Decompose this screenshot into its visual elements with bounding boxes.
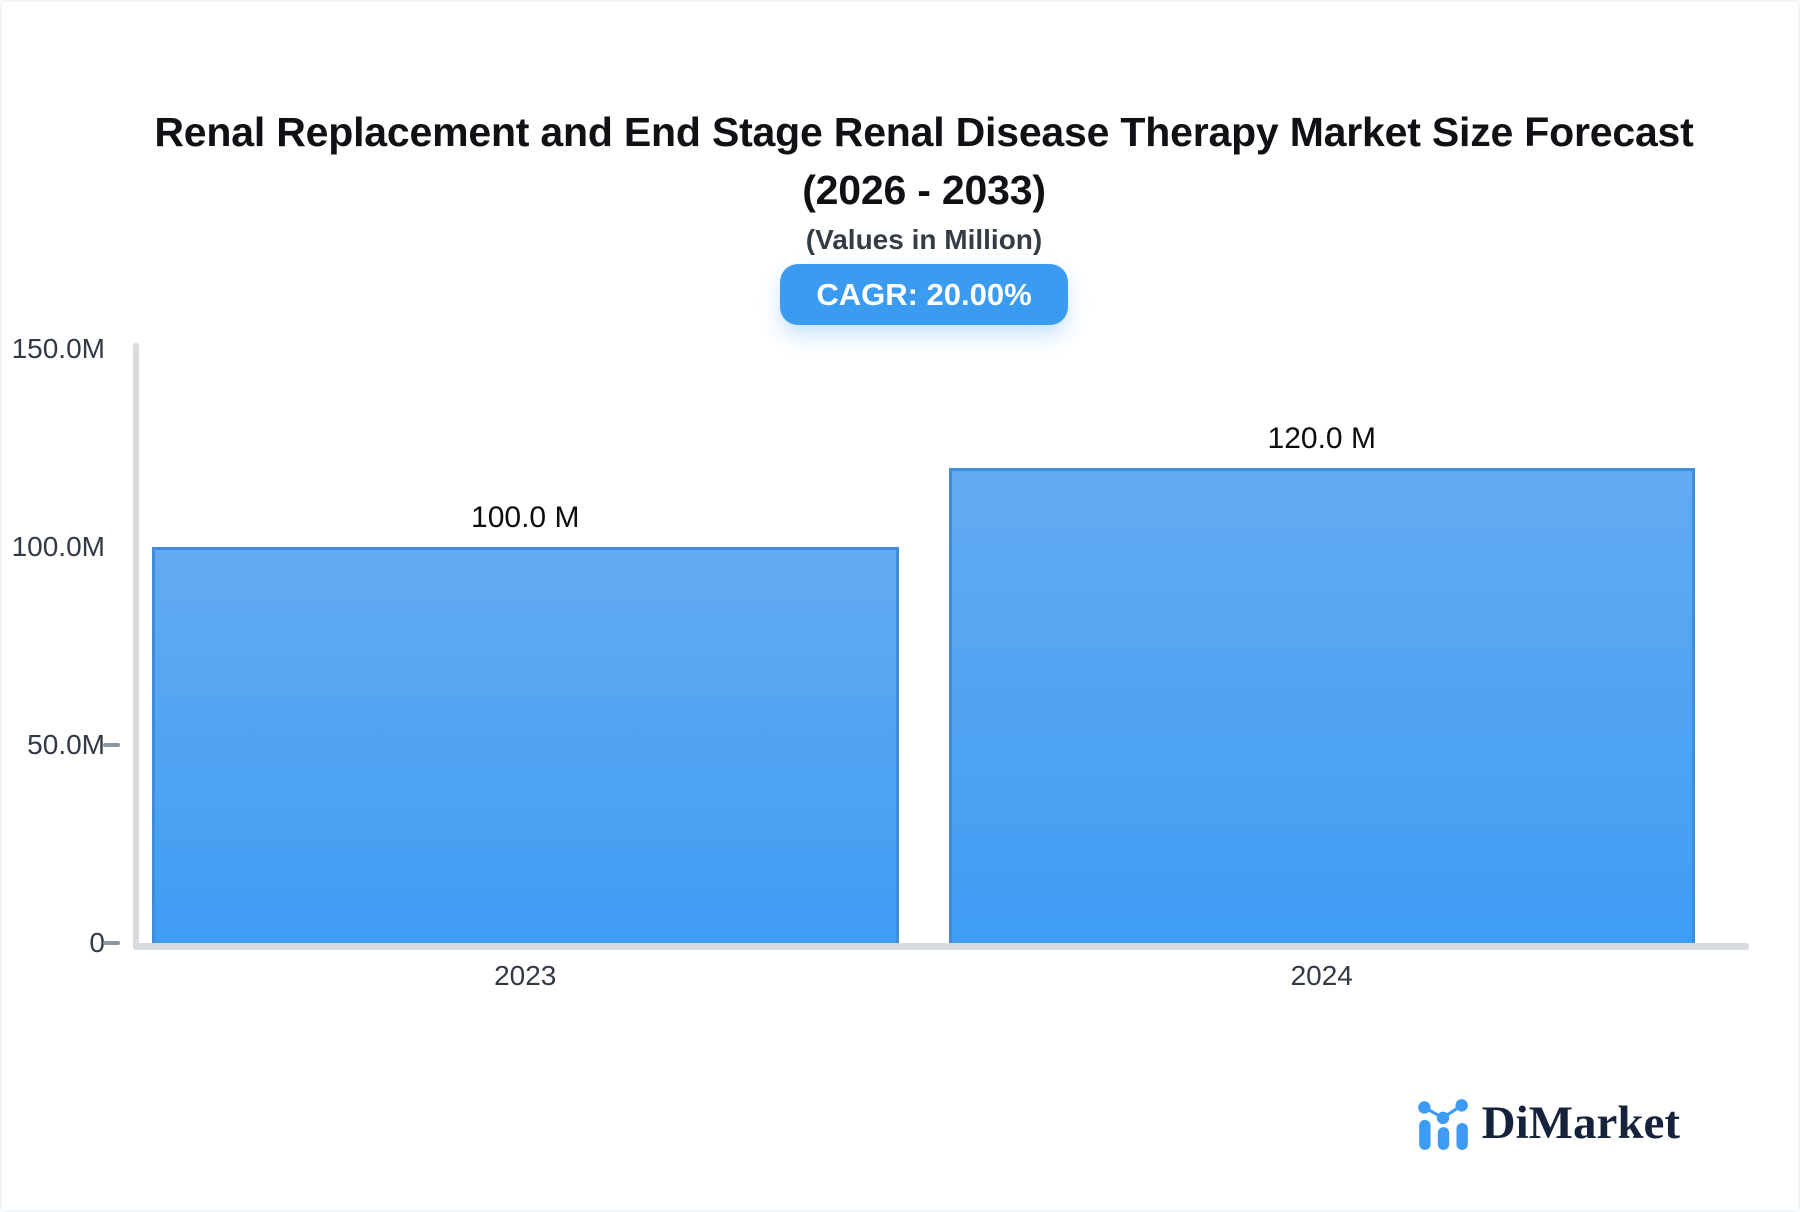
y-tick-label: 150.0M <box>11 333 105 364</box>
bars-row: 100.0 M 120.0 M <box>152 349 1695 943</box>
brand-logo: DiMarket <box>1417 1094 1680 1152</box>
bar-column: 100.0 M <box>152 349 899 943</box>
bar-value-label: 100.0 M <box>471 501 580 534</box>
y-tick-mark <box>103 743 120 747</box>
y-tick-label: 0 <box>89 927 105 958</box>
bar-column: 120.0 M <box>948 349 1695 943</box>
dimarket-logo-icon <box>1417 1099 1468 1150</box>
bar-value-label: 120.0 M <box>1267 421 1376 455</box>
x-axis-label: 2024 <box>1290 960 1353 991</box>
x-axis-labels: 2023 2024 <box>152 960 1695 992</box>
y-tick-mark <box>103 941 120 945</box>
x-axis-label: 2023 <box>494 960 557 991</box>
cagr-badge: CAGR: 20.00% <box>780 264 1068 325</box>
y-tick-label: 100.0M <box>11 531 105 562</box>
chart-title-years: (2026 - 2033) <box>802 167 1046 213</box>
bar-2023 <box>152 547 899 943</box>
y-axis-line <box>133 343 139 950</box>
brand-name: DiMarket <box>1481 1097 1680 1149</box>
x-axis-line <box>133 943 1749 950</box>
chart-subtitle: (Values in Million) <box>805 224 1043 255</box>
y-tick-label: 50.0M <box>27 729 105 760</box>
chart-header: Renal Replacement and End Stage Renal Di… <box>2 102 1798 325</box>
chart-title: Renal Replacement and End Stage Renal Di… <box>154 109 1694 155</box>
bar-2024 <box>948 467 1695 943</box>
